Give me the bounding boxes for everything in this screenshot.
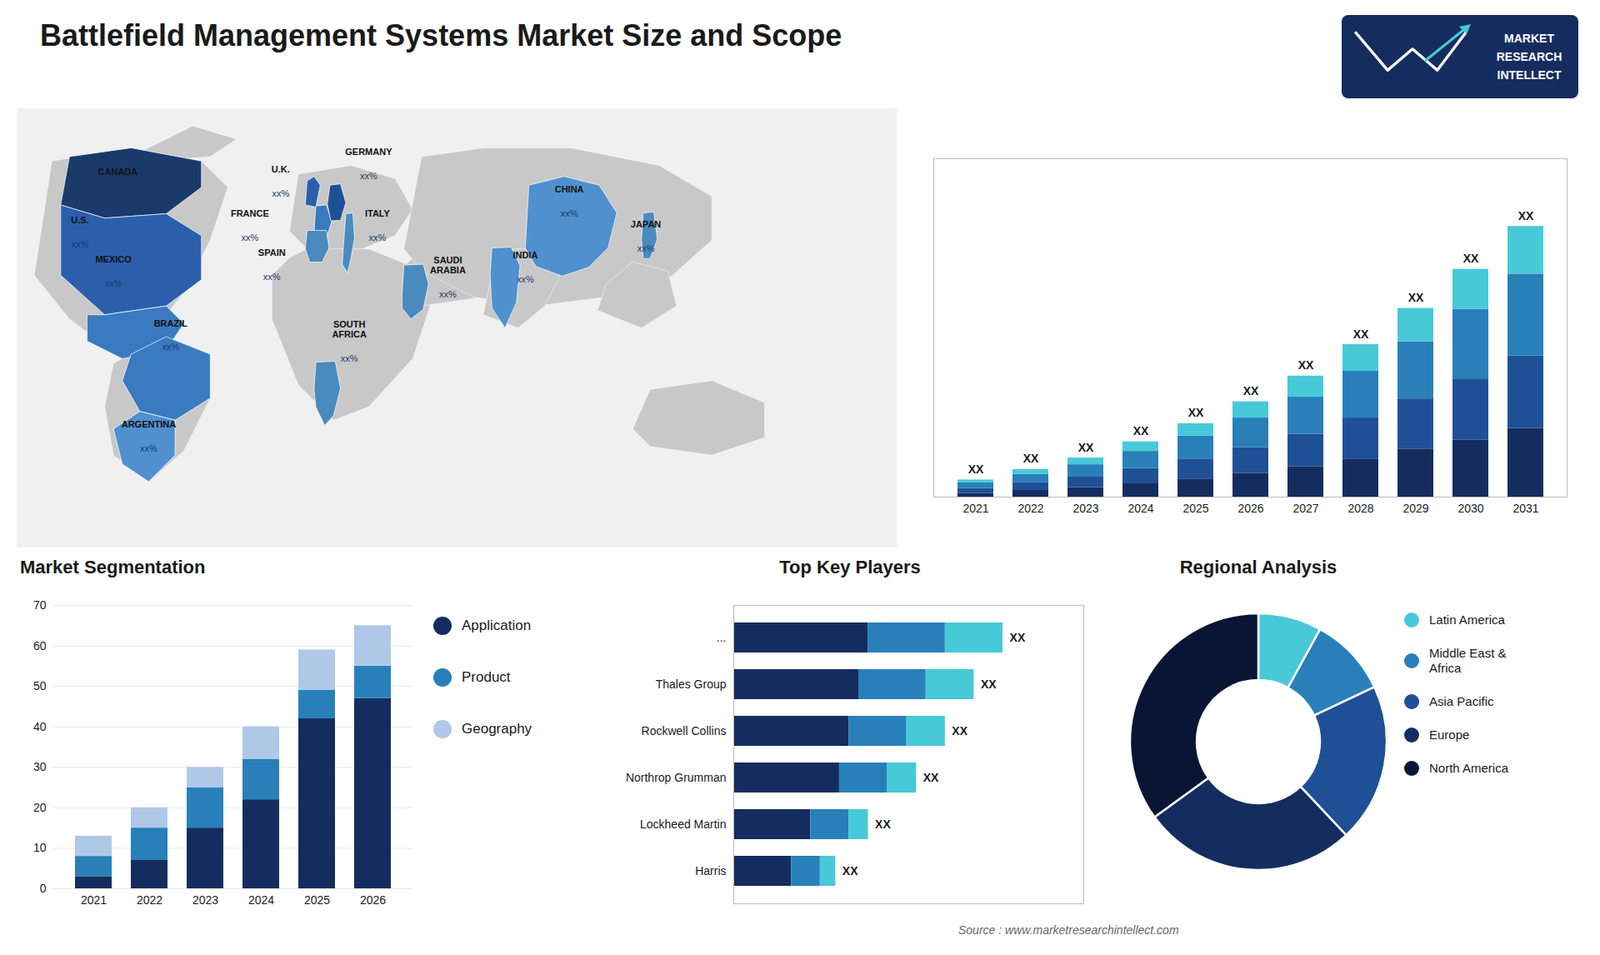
svg-text:2026: 2026: [1237, 501, 1264, 515]
svg-text:XX: XX: [1243, 384, 1260, 398]
svg-text:2029: 2029: [1402, 501, 1429, 515]
svg-text:xx%: xx%: [360, 170, 378, 181]
svg-text:xx%: xx%: [71, 239, 90, 250]
html-text:Market Segmentation: Market Segmentation: [20, 556, 206, 578]
svg-text:xx%: xx%: [560, 208, 579, 219]
svg-text:xx%: xx%: [637, 243, 655, 254]
html-text:Geography: Geography: [461, 720, 532, 737]
html-text:Africa: Africa: [1429, 660, 1462, 675]
svg-text:2022: 2022: [1017, 501, 1044, 515]
svg-text:XX: XX: [1078, 440, 1095, 455]
svg-text:xx%: xx%: [105, 278, 123, 289]
svg-text:xx%: xx%: [439, 289, 457, 300]
svg-text:2026: 2026: [360, 893, 386, 907]
svg-text:...: ...: [716, 630, 727, 645]
svg-text:XX: XX: [1463, 251, 1480, 265]
svg-text:xx%: xx%: [109, 190, 127, 201]
svg-text:XX: XX: [1023, 451, 1040, 465]
svg-text:xx%: xx%: [369, 232, 387, 243]
svg-text:XX: XX: [1518, 209, 1535, 223]
svg-text:2023: 2023: [1072, 501, 1099, 515]
svg-text:XX: XX: [968, 462, 985, 476]
svg-text:ARABIA: ARABIA: [430, 265, 466, 275]
svg-text:2023: 2023: [192, 893, 219, 907]
html-text:Europe: Europe: [1429, 727, 1470, 742]
svg-text:Rockwell Collins: Rockwell Collins: [641, 724, 727, 738]
svg-text:XX: XX: [1010, 630, 1026, 645]
svg-text:CHINA: CHINA: [555, 184, 585, 195]
svg-text:10: 10: [33, 840, 47, 855]
svg-text:2028: 2028: [1347, 501, 1374, 515]
svg-text:Lockheed Martin: Lockheed Martin: [640, 817, 727, 831]
svg-text:XX: XX: [842, 864, 859, 878]
svg-text:2021: 2021: [80, 893, 107, 907]
html-text:INTELLECT: INTELLECT: [1497, 68, 1562, 82]
svg-text:INDIA: INDIA: [512, 250, 538, 260]
svg-text:SPAIN: SPAIN: [258, 247, 286, 258]
svg-text:SOUTH: SOUTH: [333, 319, 366, 330]
svg-text:0: 0: [40, 881, 47, 895]
svg-text:xx%: xx%: [140, 443, 158, 454]
svg-text:Harris: Harris: [695, 864, 726, 878]
svg-text:XX: XX: [1133, 424, 1150, 438]
svg-text:XX: XX: [980, 677, 997, 691]
svg-text:FRANCE: FRANCE: [230, 208, 270, 219]
html-text:Battlefield Management Systems: Battlefield Management Systems Market Si…: [40, 18, 842, 53]
svg-text:2024: 2024: [248, 893, 275, 907]
svg-text:ITALY: ITALY: [365, 208, 391, 219]
svg-text:Northrop Grumman: Northrop Grumman: [625, 770, 727, 785]
svg-text:xx%: xx%: [161, 341, 180, 352]
svg-text:60: 60: [33, 639, 47, 653]
svg-text:2021: 2021: [962, 501, 989, 515]
svg-text:SAUDI: SAUDI: [433, 255, 462, 265]
html-text:MARKET: MARKET: [1504, 31, 1555, 45]
svg-text:2024: 2024: [1127, 501, 1154, 515]
svg-text:2031: 2031: [1512, 501, 1539, 515]
svg-text:xx%: xx%: [240, 232, 259, 243]
svg-text:xx%: xx%: [263, 271, 281, 282]
svg-text:XX: XX: [1188, 405, 1205, 420]
html-text:Product: Product: [461, 669, 511, 685]
html-text:RESEARCH: RESEARCH: [1496, 50, 1562, 64]
svg-text:2022: 2022: [136, 893, 163, 907]
svg-text:30: 30: [33, 760, 47, 774]
html-text:Source : www.marketresearchint: Source : www.marketresearchintellect.com: [958, 923, 1179, 937]
svg-text:2025: 2025: [304, 893, 330, 907]
svg-text:XX: XX: [1408, 290, 1425, 305]
html-text:Application: Application: [461, 617, 531, 634]
svg-text:xx%: xx%: [340, 353, 359, 364]
svg-text:MEXICO: MEXICO: [95, 254, 132, 265]
svg-text:XX: XX: [951, 724, 968, 738]
svg-text:XX: XX: [923, 770, 940, 785]
svg-text:XX: XX: [1298, 358, 1315, 372]
svg-text:20: 20: [33, 800, 47, 815]
svg-text:GERMANY: GERMANY: [345, 146, 393, 157]
svg-text:JAPAN: JAPAN: [630, 219, 662, 230]
html-text:North America: North America: [1429, 760, 1509, 775]
svg-text:XX: XX: [1353, 327, 1370, 341]
html-text:Asia Pacific: Asia Pacific: [1429, 694, 1494, 709]
svg-text:70: 70: [33, 598, 47, 612]
svg-text:ARGENTINA: ARGENTINA: [121, 419, 176, 430]
svg-text:XX: XX: [875, 817, 891, 831]
svg-text:40: 40: [33, 720, 47, 734]
svg-text:xx%: xx%: [271, 188, 290, 199]
svg-text:CANADA: CANADA: [98, 166, 139, 177]
svg-text:U.S.: U.S.: [70, 215, 89, 225]
svg-text:Thales Group: Thales Group: [655, 677, 727, 691]
svg-text:AFRICA: AFRICA: [331, 329, 367, 340]
svg-text:xx%: xx%: [516, 274, 535, 285]
svg-text:50: 50: [33, 679, 47, 693]
html-text:Regional Analysis: Regional Analysis: [1179, 556, 1337, 578]
svg-text:2027: 2027: [1292, 501, 1319, 515]
html-text:Top Key Players: Top Key Players: [779, 556, 921, 578]
html-text:Middle East &: Middle East &: [1429, 645, 1507, 660]
svg-text:BRAZIL: BRAZIL: [154, 318, 189, 329]
html-text:Latin America: Latin America: [1429, 612, 1505, 627]
svg-text:U.K.: U.K.: [271, 164, 290, 175]
svg-text:2025: 2025: [1182, 501, 1209, 515]
svg-text:2030: 2030: [1457, 501, 1484, 515]
